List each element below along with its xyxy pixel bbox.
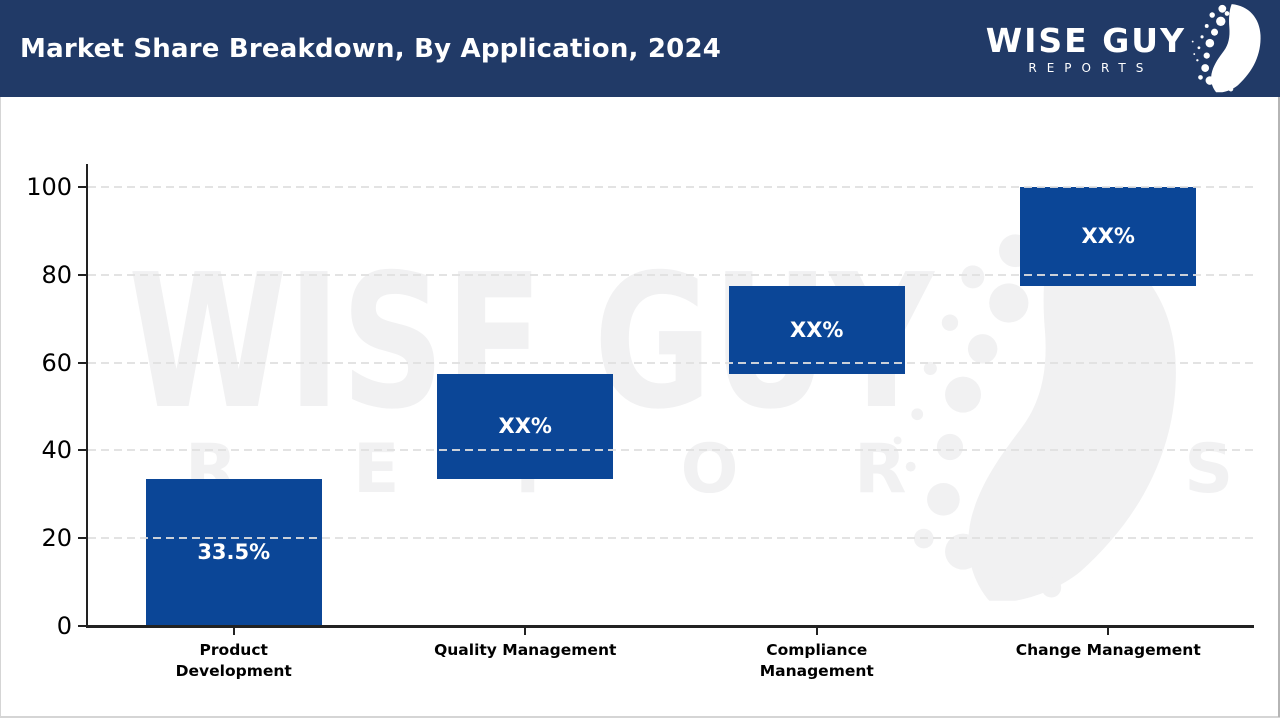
y-tick-mark: [78, 186, 86, 188]
x-tick-mark: [815, 627, 818, 635]
header-bar: Market Share Breakdown, By Application, …: [0, 0, 1280, 97]
gridline: [88, 537, 1254, 540]
bar-value-label: XX%: [1081, 224, 1135, 249]
y-tick-label: 100: [26, 173, 72, 201]
border-right: [1278, 97, 1280, 717]
gridline: [88, 186, 1254, 188]
y-tick-label: 60: [41, 348, 72, 377]
y-tick-mark: [78, 273, 86, 276]
border-bottom: [0, 716, 1280, 718]
y-axis-line: [86, 164, 88, 627]
brand-logo: WISE GUY REPORTS: [986, 1, 1280, 97]
dotted-head-icon: [1188, 1, 1266, 97]
y-tick-mark: [78, 449, 86, 452]
y-tick-label: 80: [41, 260, 72, 289]
x-tick-label: Product Development: [175, 641, 292, 680]
x-axis-line: [86, 625, 1254, 628]
y-tick-label: 40: [41, 436, 72, 465]
y-tick-mark: [78, 625, 86, 627]
y-tick-mark: [78, 361, 86, 364]
gridline: [88, 273, 1254, 276]
bar-value-label: XX%: [790, 317, 844, 342]
border-left: [0, 97, 1, 717]
gridline: [88, 449, 1254, 452]
bar-segment: XX%: [1020, 187, 1197, 286]
bar-value-label: XX%: [498, 414, 552, 439]
x-tick-mark: [524, 627, 527, 635]
brand-subname: REPORTS: [1028, 60, 1154, 75]
gridline: [88, 361, 1254, 364]
y-tick-mark: [78, 537, 86, 540]
x-tick-label: Change Management: [1015, 641, 1201, 659]
bar-segment: 33.5%: [145, 478, 322, 626]
x-tick-mark: [1107, 627, 1110, 635]
chart-canvas: WISE GUY R E P O R T S 0 20 40 60 80 100 33.5%…: [0, 97, 1280, 720]
bar-segment: XX%: [728, 285, 905, 374]
x-tick-label: Compliance Management: [759, 641, 874, 680]
brand-logo-text: WISE GUY REPORTS: [986, 24, 1186, 74]
bar-value-label: 33.5%: [197, 540, 271, 565]
watermark-head-icon: [830, 218, 1240, 608]
brand-name: WISE GUY: [985, 20, 1186, 60]
x-tick-mark: [232, 627, 235, 635]
page-title: Market Share Breakdown, By Application, …: [20, 33, 722, 64]
y-tick-label: 0: [56, 612, 72, 640]
y-tick-label: 20: [41, 524, 72, 553]
bar-segment: XX%: [437, 373, 614, 479]
x-tick-label: Quality Management: [434, 641, 617, 659]
